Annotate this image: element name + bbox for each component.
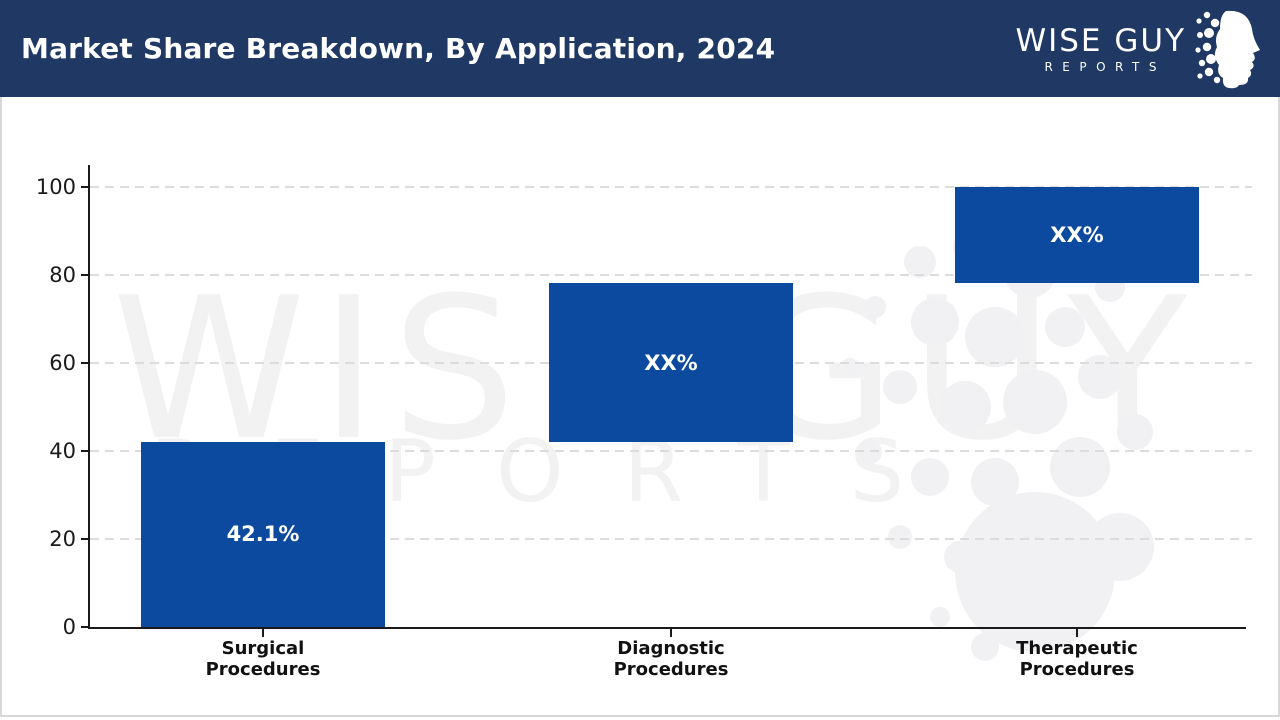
x-axis-line xyxy=(88,627,1246,629)
y-axis-tick-label: 100 xyxy=(35,175,76,199)
y-axis-tick-mark xyxy=(81,362,88,364)
y-axis-tick-mark xyxy=(81,538,88,540)
gridline xyxy=(90,274,1252,276)
gridline xyxy=(90,538,1252,540)
bar-segment: 42.1% xyxy=(141,441,385,627)
logo-wordmark: WISE GUY xyxy=(1015,23,1186,60)
y-axis-tick-label: 40 xyxy=(49,439,76,463)
y-axis-tick-label: 0 xyxy=(62,615,76,639)
bar-value-label: XX% xyxy=(1050,223,1104,248)
x-axis-tick-mark xyxy=(262,629,264,637)
chart-title: Market Share Breakdown, By Application, … xyxy=(21,32,776,65)
logo-text: WISE GUY REPORTS xyxy=(1015,24,1186,73)
x-axis-category-label: Surgical Procedures xyxy=(205,638,321,680)
logo-subtitle: REPORTS xyxy=(1044,59,1166,74)
x-axis-category-label: Therapeutic Procedures xyxy=(1016,638,1138,680)
y-axis-tick-label: 80 xyxy=(49,263,76,287)
x-axis-tick-mark xyxy=(670,629,672,637)
gridline xyxy=(90,450,1252,452)
wise-guy-reports-logo: WISE GUY REPORTS xyxy=(1015,8,1264,90)
y-axis-tick-mark xyxy=(81,274,88,276)
bar-segment: XX% xyxy=(549,283,793,442)
y-axis-tick-mark xyxy=(81,450,88,452)
bar-value-label: XX% xyxy=(644,350,698,375)
y-axis-line xyxy=(88,165,90,629)
x-axis-category-label: Diagnostic Procedures xyxy=(613,638,729,680)
bar-value-label: 42.1% xyxy=(226,522,300,547)
x-axis-tick-mark xyxy=(1076,629,1078,637)
y-axis-tick-mark xyxy=(81,186,88,188)
y-axis-tick-label: 60 xyxy=(49,351,76,375)
face-profile-logo-icon xyxy=(1192,8,1264,90)
gridline xyxy=(90,186,1252,188)
y-axis-tick-mark xyxy=(81,626,88,628)
header-bar: Market Share Breakdown, By Application, … xyxy=(0,0,1280,97)
y-axis-tick-label: 20 xyxy=(49,527,76,551)
bar-segment: XX% xyxy=(955,187,1199,284)
